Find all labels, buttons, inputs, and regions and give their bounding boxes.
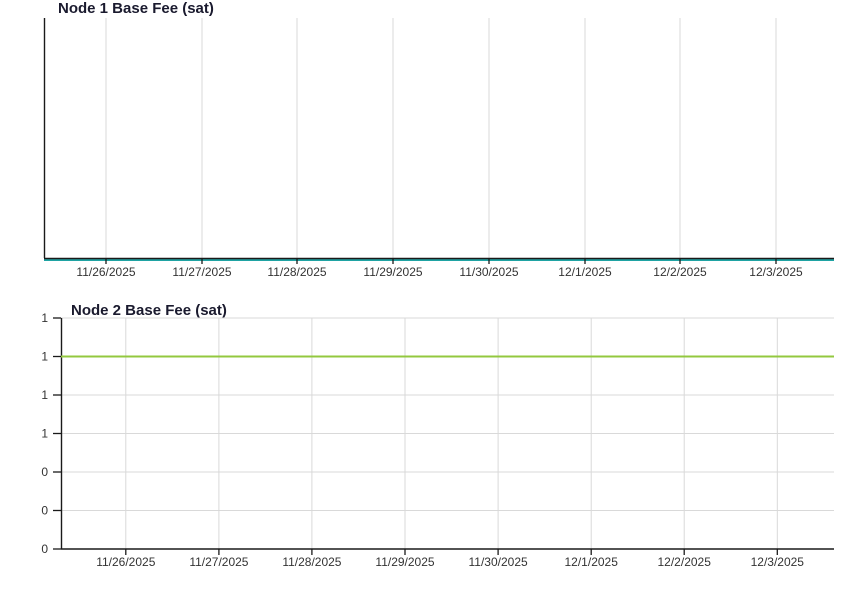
svg-text:0: 0 <box>41 504 48 518</box>
svg-text:Node 2 Base Fee (sat): Node 2 Base Fee (sat) <box>71 302 227 319</box>
svg-text:0: 0 <box>41 542 48 556</box>
svg-text:1: 1 <box>41 427 48 441</box>
svg-text:0: 0 <box>41 465 48 479</box>
svg-text:11/29/2025: 11/29/2025 <box>375 555 434 569</box>
svg-text:11/29/2025: 11/29/2025 <box>363 265 422 279</box>
svg-text:11/30/2025: 11/30/2025 <box>459 265 518 279</box>
svg-text:11/28/2025: 11/28/2025 <box>282 555 341 569</box>
svg-text:12/2/2025: 12/2/2025 <box>658 555 712 569</box>
svg-text:12/1/2025: 12/1/2025 <box>565 555 619 569</box>
svg-text:12/3/2025: 12/3/2025 <box>749 265 803 279</box>
svg-text:12/2/2025: 12/2/2025 <box>653 265 707 279</box>
svg-text:1: 1 <box>41 350 48 364</box>
svg-text:11/26/2025: 11/26/2025 <box>96 555 155 569</box>
svg-text:11/26/2025: 11/26/2025 <box>76 265 135 279</box>
svg-text:1: 1 <box>41 311 48 325</box>
svg-text:11/27/2025: 11/27/2025 <box>172 265 231 279</box>
svg-text:11/27/2025: 11/27/2025 <box>189 555 248 569</box>
svg-text:12/3/2025: 12/3/2025 <box>751 555 805 569</box>
svg-text:11/30/2025: 11/30/2025 <box>469 555 528 569</box>
svg-text:Node 1 Base Fee (sat): Node 1 Base Fee (sat) <box>58 0 214 17</box>
svg-text:1: 1 <box>41 388 48 402</box>
svg-text:12/1/2025: 12/1/2025 <box>558 265 612 279</box>
svg-text:11/28/2025: 11/28/2025 <box>267 265 326 279</box>
